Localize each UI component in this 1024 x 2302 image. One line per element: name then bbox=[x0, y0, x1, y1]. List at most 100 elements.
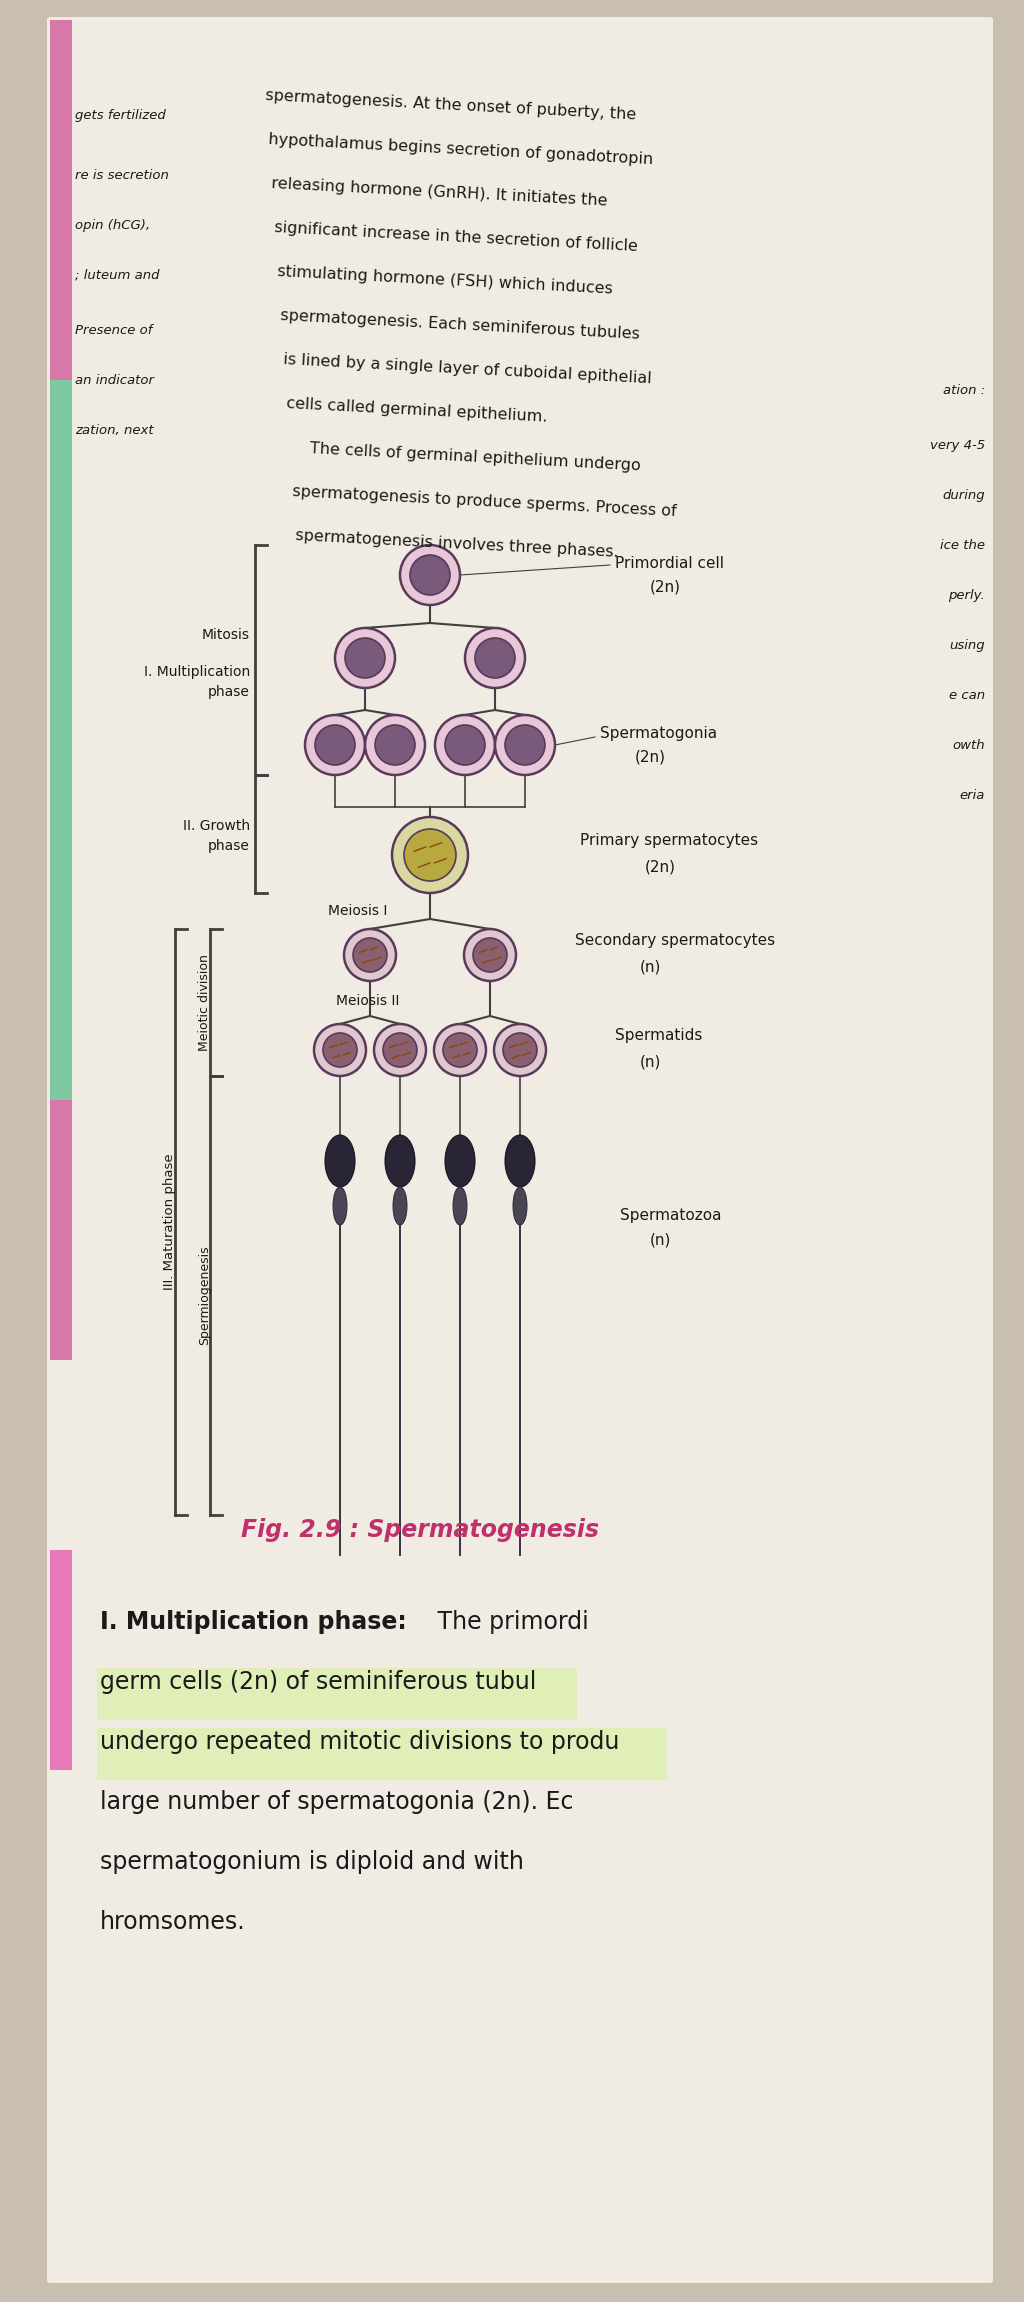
Text: using: using bbox=[949, 638, 985, 651]
Text: The primordi: The primordi bbox=[430, 1609, 589, 1634]
Text: phase: phase bbox=[208, 838, 250, 854]
Ellipse shape bbox=[325, 1135, 355, 1188]
Circle shape bbox=[400, 546, 460, 605]
Circle shape bbox=[314, 1024, 366, 1075]
Ellipse shape bbox=[453, 1188, 467, 1225]
Text: Spermatozoa: Spermatozoa bbox=[620, 1209, 722, 1222]
Text: Meiotic division: Meiotic division bbox=[199, 953, 212, 1052]
Text: hromsomes.: hromsomes. bbox=[100, 1911, 246, 1934]
Text: ice the: ice the bbox=[940, 539, 985, 552]
Circle shape bbox=[323, 1034, 357, 1068]
Circle shape bbox=[503, 1034, 537, 1068]
FancyBboxPatch shape bbox=[97, 1729, 667, 1779]
Text: germ cells (2n) of seminiferous tubul: germ cells (2n) of seminiferous tubul bbox=[100, 1669, 537, 1694]
Text: Meiosis I: Meiosis I bbox=[328, 905, 387, 918]
Text: (2n): (2n) bbox=[645, 859, 676, 875]
Text: releasing hormone (GnRH). It initiates the: releasing hormone (GnRH). It initiates t… bbox=[271, 175, 608, 209]
Text: stimulating hormone (FSH) which induces: stimulating hormone (FSH) which induces bbox=[278, 265, 613, 297]
Text: I. Multiplication: I. Multiplication bbox=[143, 665, 250, 679]
Circle shape bbox=[345, 638, 385, 679]
Text: very 4-5: very 4-5 bbox=[930, 437, 985, 451]
Circle shape bbox=[315, 725, 355, 764]
Text: I. Multiplication phase:: I. Multiplication phase: bbox=[100, 1609, 407, 1634]
Text: re is secretion: re is secretion bbox=[75, 168, 169, 182]
Text: (n): (n) bbox=[640, 1054, 662, 1070]
Text: zation, next: zation, next bbox=[75, 424, 154, 437]
Circle shape bbox=[445, 725, 485, 764]
Text: significant increase in the secretion of follicle: significant increase in the secretion of… bbox=[274, 221, 638, 253]
Ellipse shape bbox=[333, 1188, 347, 1225]
Text: III. Maturation phase: III. Maturation phase bbox=[164, 1153, 176, 1291]
Circle shape bbox=[305, 716, 365, 776]
Circle shape bbox=[365, 716, 425, 776]
Text: spermatogenesis. At the onset of puberty, the: spermatogenesis. At the onset of puberty… bbox=[265, 87, 637, 122]
Text: spermatogenesis to produce sperms. Process of: spermatogenesis to produce sperms. Proce… bbox=[292, 483, 677, 520]
Bar bbox=[50, 1549, 72, 1770]
FancyBboxPatch shape bbox=[47, 16, 993, 2284]
Text: The cells of germinal epithelium undergo: The cells of germinal epithelium undergo bbox=[289, 440, 641, 474]
Text: Spermatids: Spermatids bbox=[615, 1027, 702, 1043]
Circle shape bbox=[494, 1024, 546, 1075]
Bar bbox=[50, 380, 72, 1100]
Ellipse shape bbox=[513, 1188, 527, 1225]
Text: (n): (n) bbox=[650, 1232, 672, 1248]
Text: cells called germinal epithelium.: cells called germinal epithelium. bbox=[286, 396, 548, 424]
Circle shape bbox=[465, 628, 525, 688]
Text: Secondary spermatocytes: Secondary spermatocytes bbox=[575, 932, 775, 948]
Circle shape bbox=[353, 937, 387, 971]
Circle shape bbox=[410, 555, 450, 594]
Text: eria: eria bbox=[959, 790, 985, 801]
Text: during: during bbox=[942, 488, 985, 502]
Text: Meiosis II: Meiosis II bbox=[336, 994, 399, 1008]
Text: gets fertilized: gets fertilized bbox=[75, 108, 166, 122]
Bar bbox=[50, 1100, 72, 1360]
Circle shape bbox=[473, 937, 507, 971]
Text: spermatogonium is diploid and with: spermatogonium is diploid and with bbox=[100, 1851, 524, 1874]
Ellipse shape bbox=[385, 1135, 415, 1188]
Circle shape bbox=[475, 638, 515, 679]
Text: hypothalamus begins secretion of gonadotropin: hypothalamus begins secretion of gonadot… bbox=[268, 131, 653, 168]
Text: spermatogenesis. Each seminiferous tubules: spermatogenesis. Each seminiferous tubul… bbox=[280, 308, 640, 341]
Text: Spermiogenesis: Spermiogenesis bbox=[199, 1245, 212, 1344]
Circle shape bbox=[392, 817, 468, 893]
Circle shape bbox=[443, 1034, 477, 1068]
Text: (2n): (2n) bbox=[635, 750, 666, 764]
Text: phase: phase bbox=[208, 686, 250, 700]
Text: Spermatogonia: Spermatogonia bbox=[600, 725, 717, 741]
Text: undergo repeated mitotic divisions to produ: undergo repeated mitotic divisions to pr… bbox=[100, 1731, 620, 1754]
Ellipse shape bbox=[505, 1135, 535, 1188]
FancyBboxPatch shape bbox=[97, 1669, 577, 1720]
Text: large number of spermatogonia (2n). Ec: large number of spermatogonia (2n). Ec bbox=[100, 1791, 573, 1814]
Circle shape bbox=[404, 829, 456, 882]
Text: spermatogenesis involves three phases.: spermatogenesis involves three phases. bbox=[295, 527, 618, 559]
Circle shape bbox=[464, 930, 516, 981]
Text: is lined by a single layer of cuboidal epithelial: is lined by a single layer of cuboidal e… bbox=[283, 352, 652, 387]
Circle shape bbox=[375, 725, 415, 764]
Bar bbox=[50, 21, 72, 380]
Text: owth: owth bbox=[952, 739, 985, 750]
Text: ation :: ation : bbox=[943, 384, 985, 396]
Circle shape bbox=[383, 1034, 417, 1068]
Text: Primordial cell: Primordial cell bbox=[615, 555, 724, 571]
Text: Primary spermatocytes: Primary spermatocytes bbox=[580, 833, 758, 847]
Text: (n): (n) bbox=[640, 960, 662, 974]
Text: II. Growth: II. Growth bbox=[183, 820, 250, 833]
Text: an indicator: an indicator bbox=[75, 373, 154, 387]
Circle shape bbox=[434, 1024, 486, 1075]
Text: Presence of: Presence of bbox=[75, 325, 153, 336]
Circle shape bbox=[495, 716, 555, 776]
Circle shape bbox=[335, 628, 395, 688]
Text: e can: e can bbox=[949, 688, 985, 702]
Circle shape bbox=[505, 725, 545, 764]
Text: ; luteum and: ; luteum and bbox=[75, 269, 160, 281]
Ellipse shape bbox=[445, 1135, 475, 1188]
Text: Fig. 2.9 : Spermatogenesis: Fig. 2.9 : Spermatogenesis bbox=[241, 1517, 599, 1542]
Text: opin (hCG),: opin (hCG), bbox=[75, 219, 151, 233]
Ellipse shape bbox=[393, 1188, 407, 1225]
Text: (2n): (2n) bbox=[650, 580, 681, 594]
Circle shape bbox=[344, 930, 396, 981]
Circle shape bbox=[374, 1024, 426, 1075]
Text: perly.: perly. bbox=[948, 589, 985, 601]
Text: Mitosis: Mitosis bbox=[202, 628, 250, 642]
Circle shape bbox=[435, 716, 495, 776]
